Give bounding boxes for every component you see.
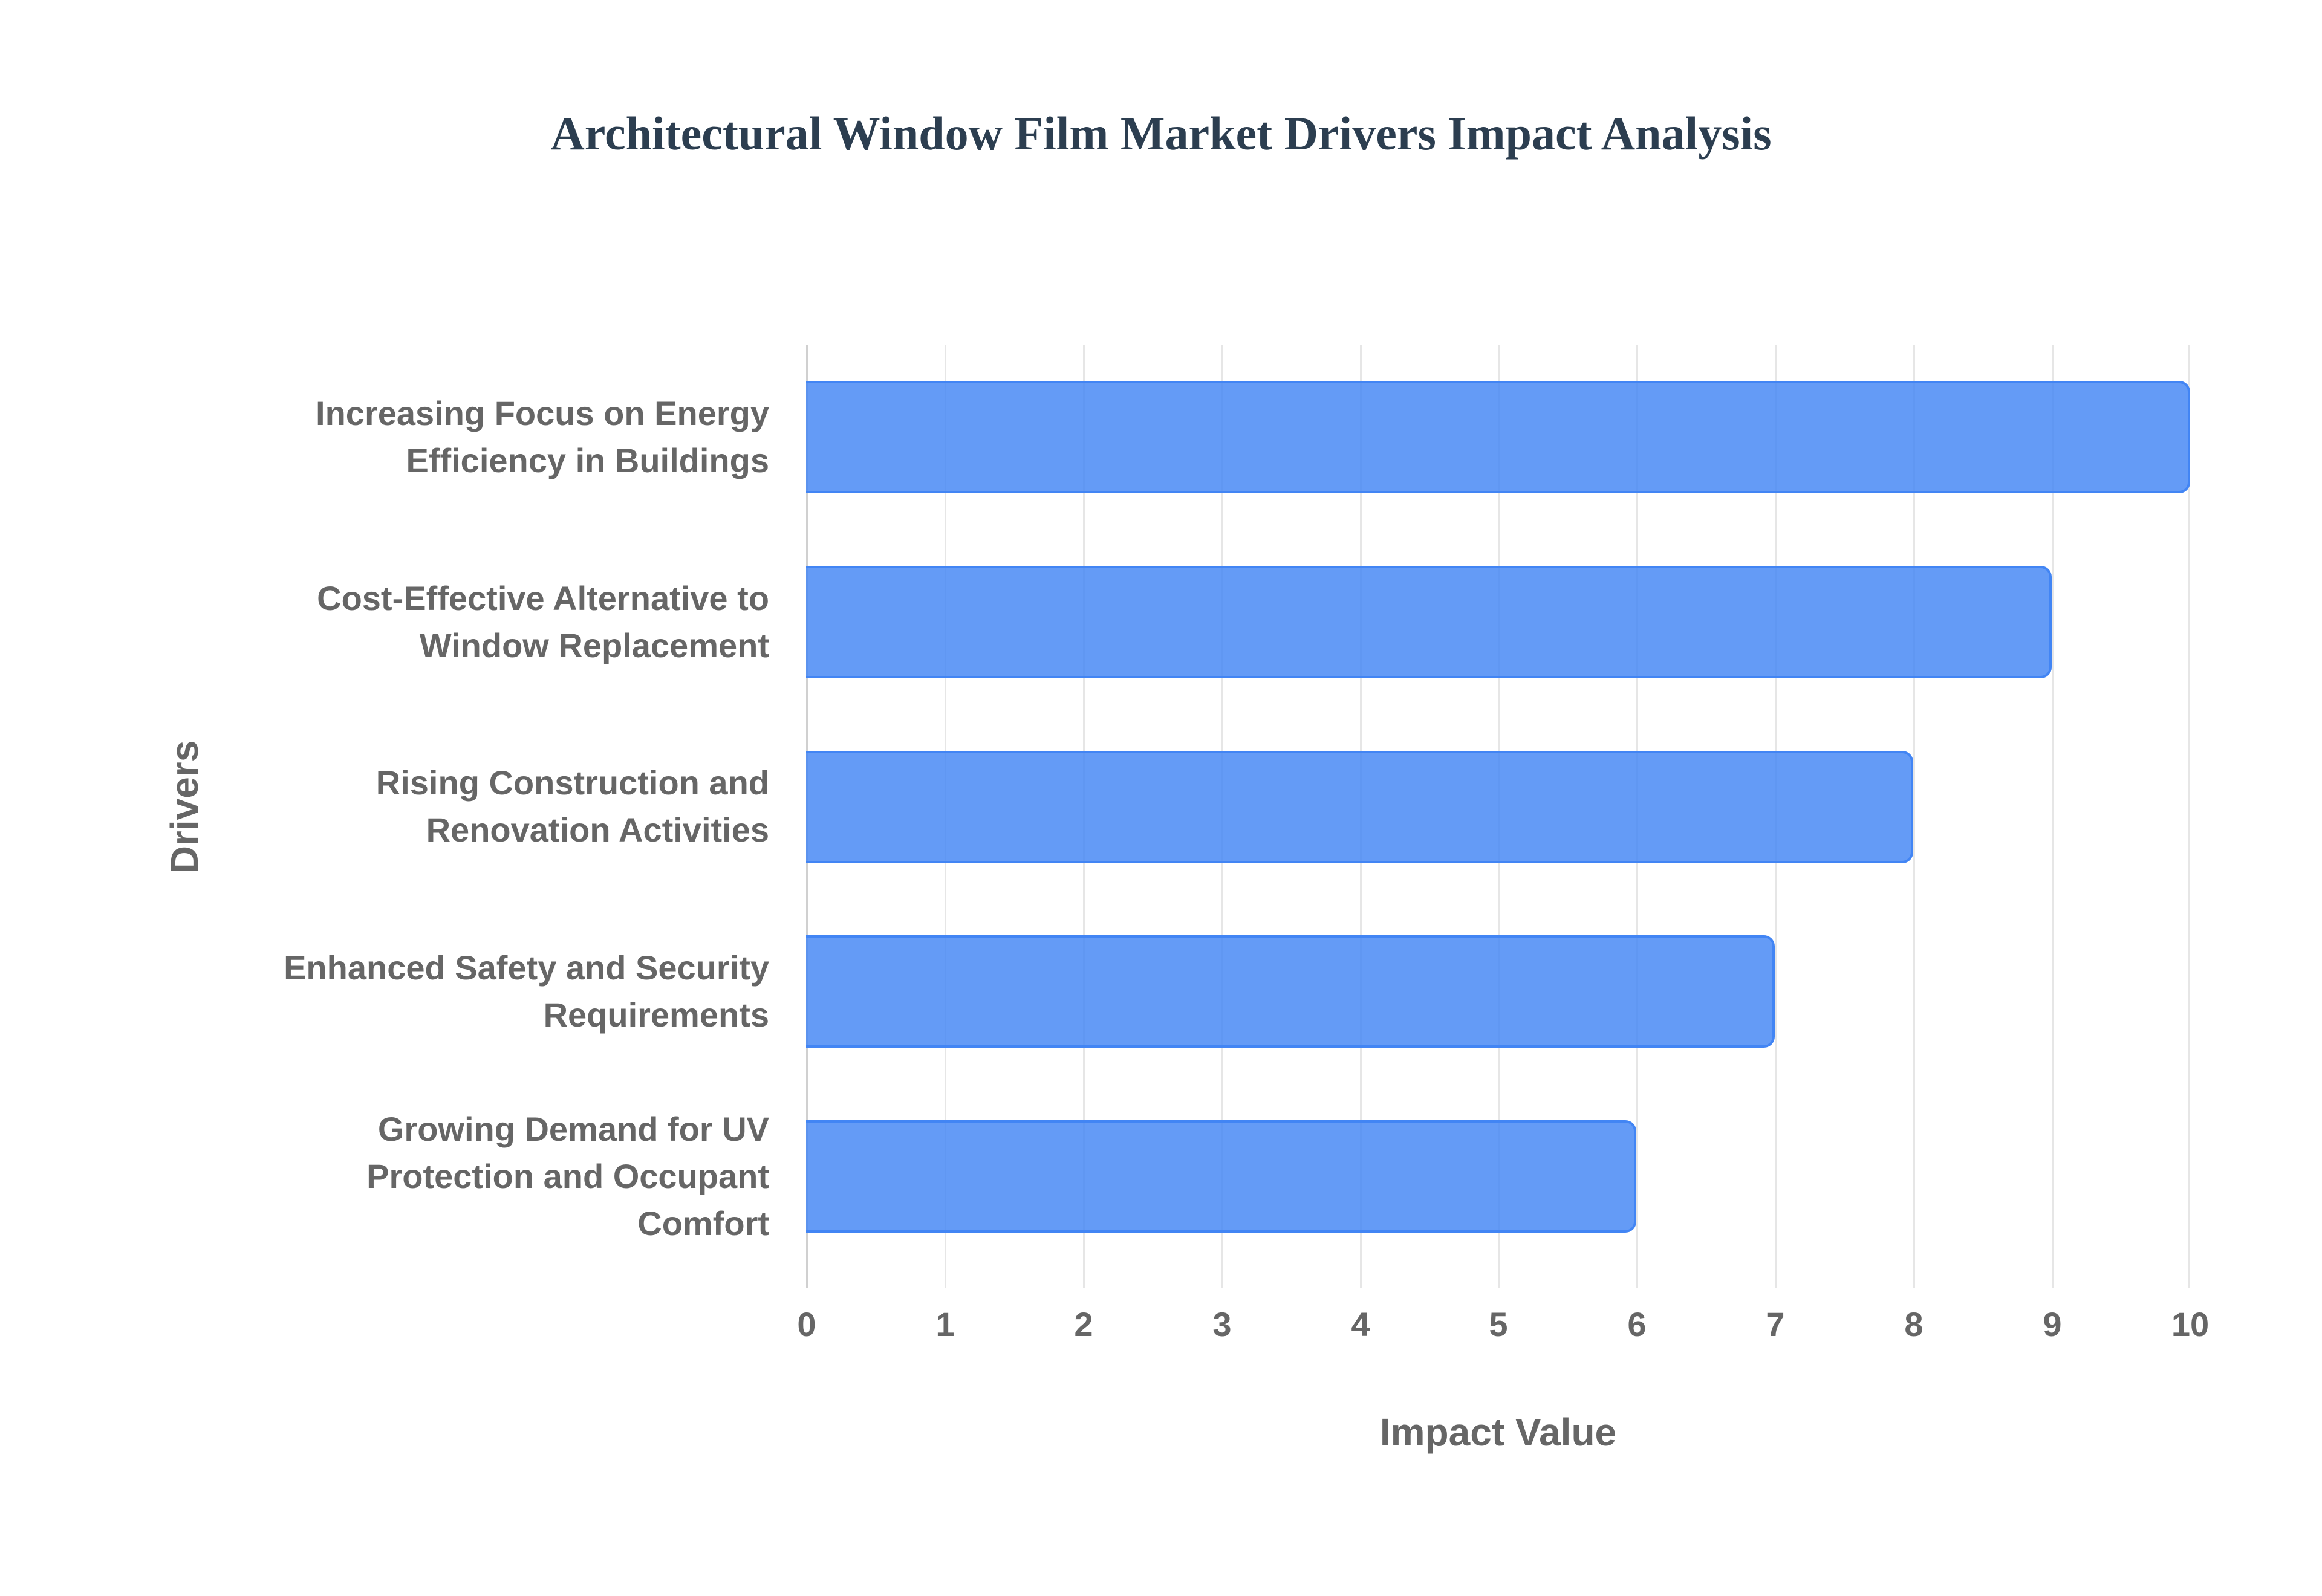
y-tick-line: Requirements (543, 996, 769, 1034)
bar[interactable] (806, 935, 1775, 1048)
x-tick-label: 10 (2171, 1305, 2210, 1343)
x-tick-label: 4 (1351, 1305, 1370, 1343)
y-tick-line: Growing Demand for UV (377, 1110, 769, 1148)
x-tick-label: 5 (1489, 1305, 1508, 1343)
x-tick-label: 9 (2043, 1305, 2062, 1343)
x-axis-title: Impact Value (1379, 1410, 1617, 1454)
y-tick-line: Protection and Occupant (366, 1157, 769, 1195)
bar[interactable] (806, 566, 2052, 678)
bar[interactable] (806, 751, 1914, 863)
gridline-8 (1913, 345, 1915, 1288)
x-tick-label: 1 (935, 1305, 955, 1343)
y-axis-title: Drivers (163, 740, 206, 874)
bar[interactable] (806, 381, 2190, 493)
y-tick-label: Rising Construction and Renovation Activ… (225, 759, 769, 854)
gridline-10 (2188, 345, 2190, 1288)
y-tick-label: Cost-Effective Alternative to Window Rep… (225, 575, 769, 669)
bar[interactable] (806, 1120, 1637, 1233)
plot-area (806, 345, 2190, 1288)
y-tick-line: Renovation Activities (426, 811, 769, 849)
y-tick-line: Cost-Effective Alternative to (317, 579, 769, 617)
y-tick-line: Efficiency in Buildings (406, 441, 769, 479)
y-tick-line: Rising Construction and (376, 764, 769, 802)
y-tick-label: Increasing Focus on Energy Efficiency in… (225, 390, 769, 484)
x-tick-label: 0 (797, 1305, 816, 1343)
y-tick-label: Enhanced Safety and Security Requirement… (225, 944, 769, 1039)
chart-title: Architectural Window Film Market Drivers… (550, 107, 1772, 160)
x-tick-label: 3 (1212, 1305, 1232, 1343)
gridline-9 (2052, 345, 2054, 1288)
y-tick-line: Comfort (637, 1204, 769, 1242)
y-tick-label: Growing Demand for UV Protection and Occ… (225, 1106, 769, 1247)
x-tick-label: 2 (1074, 1305, 1093, 1343)
y-tick-line: Enhanced Safety and Security (284, 949, 769, 987)
x-tick-label: 8 (1904, 1305, 1924, 1343)
y-tick-line: Window Replacement (419, 626, 769, 664)
x-tick-label: 6 (1627, 1305, 1647, 1343)
x-tick-label: 7 (1766, 1305, 1785, 1343)
y-tick-line: Increasing Focus on Energy (316, 394, 769, 432)
